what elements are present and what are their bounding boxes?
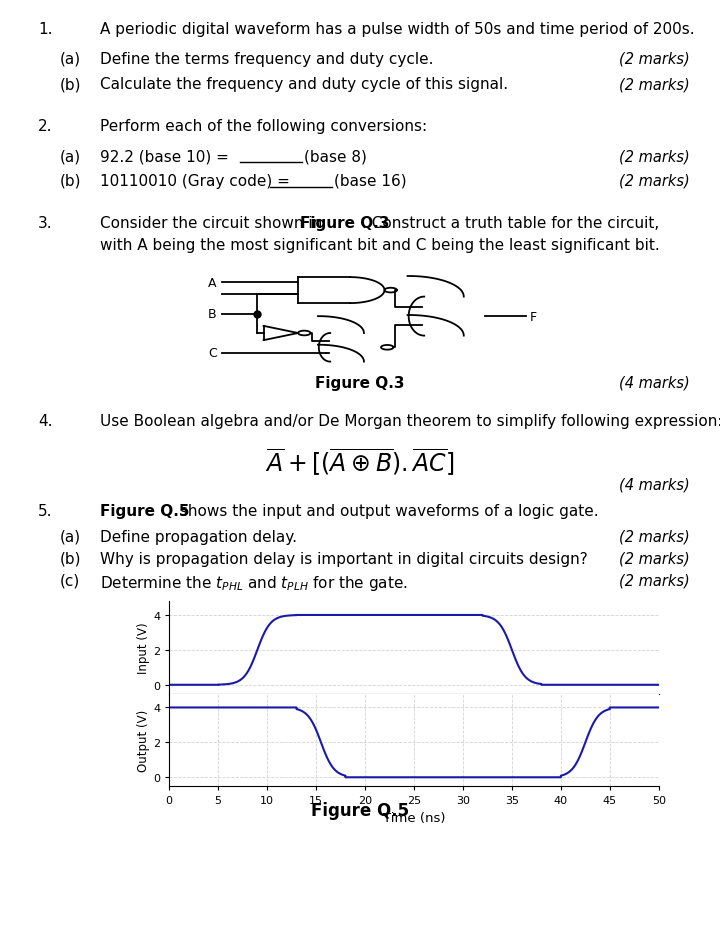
- Text: Determine the $t_{PHL}$ and $t_{PLH}$ for the gate.: Determine the $t_{PHL}$ and $t_{PLH}$ fo…: [100, 573, 408, 592]
- Text: (base 8): (base 8): [304, 149, 367, 164]
- Text: (2 marks): (2 marks): [619, 174, 690, 188]
- Text: Define the terms frequency and duty cycle.: Define the terms frequency and duty cycl…: [100, 52, 433, 67]
- Text: Figure Q.3: Figure Q.3: [300, 216, 390, 230]
- Text: (2 marks): (2 marks): [619, 149, 690, 164]
- Text: C: C: [208, 347, 217, 360]
- Text: 3.: 3.: [38, 216, 53, 230]
- Text: 92.2 (base 10) =: 92.2 (base 10) =: [100, 149, 234, 164]
- Text: A: A: [208, 276, 217, 289]
- Text: Figure Q.5: Figure Q.5: [311, 802, 409, 819]
- Text: Why is propagation delay is important in digital circuits design?: Why is propagation delay is important in…: [100, 551, 588, 566]
- Text: . Construct a truth table for the circuit,: . Construct a truth table for the circui…: [362, 216, 660, 230]
- Text: 1.: 1.: [38, 22, 53, 37]
- Text: 5.: 5.: [38, 504, 53, 519]
- Text: (2 marks): (2 marks): [619, 529, 690, 545]
- Text: 2.: 2.: [38, 119, 53, 134]
- Text: (a): (a): [60, 529, 81, 545]
- Y-axis label: Output (V): Output (V): [138, 709, 150, 771]
- Text: (base 16): (base 16): [334, 174, 407, 188]
- Text: (c): (c): [60, 573, 80, 588]
- Text: Consider the circuit shown in: Consider the circuit shown in: [100, 216, 327, 230]
- Text: (4 marks): (4 marks): [619, 376, 690, 390]
- Text: A periodic digital waveform has a pulse width of 50s and time period of 200s.: A periodic digital waveform has a pulse …: [100, 22, 695, 37]
- Text: 10110010 (Gray code) =: 10110010 (Gray code) =: [100, 174, 294, 188]
- Text: shows the input and output waveforms of a logic gate.: shows the input and output waveforms of …: [175, 504, 598, 519]
- Text: (b): (b): [60, 551, 81, 566]
- Text: Perform each of the following conversions:: Perform each of the following conversion…: [100, 119, 427, 134]
- Text: with A being the most significant bit and C being the least significant bit.: with A being the most significant bit an…: [100, 238, 660, 252]
- Text: F: F: [530, 310, 536, 324]
- Text: (a): (a): [60, 52, 81, 67]
- Text: (b): (b): [60, 174, 81, 188]
- Text: Define propagation delay.: Define propagation delay.: [100, 529, 297, 545]
- Text: (a): (a): [60, 149, 81, 164]
- Text: Figure Q.5: Figure Q.5: [100, 504, 189, 519]
- Text: (2 marks): (2 marks): [619, 551, 690, 566]
- Text: (2 marks): (2 marks): [619, 77, 690, 92]
- Y-axis label: Input (V): Input (V): [138, 622, 150, 673]
- Text: (4 marks): (4 marks): [619, 478, 690, 492]
- X-axis label: Time (ns): Time (ns): [383, 811, 445, 823]
- Text: B: B: [208, 307, 217, 321]
- Text: $\overline{A} + [(\overline{A \oplus B}).\overline{AC}]$: $\overline{A} + [(\overline{A \oplus B})…: [266, 446, 454, 477]
- Text: Figure Q.3: Figure Q.3: [315, 376, 405, 390]
- Text: Use Boolean algebra and/or De Morgan theorem to simplify following expression:: Use Boolean algebra and/or De Morgan the…: [100, 413, 720, 428]
- Text: 4.: 4.: [38, 413, 53, 428]
- Text: (2 marks): (2 marks): [619, 52, 690, 67]
- Text: (b): (b): [60, 77, 81, 92]
- Text: (2 marks): (2 marks): [619, 573, 690, 588]
- Text: Calculate the frequency and duty cycle of this signal.: Calculate the frequency and duty cycle o…: [100, 77, 508, 92]
